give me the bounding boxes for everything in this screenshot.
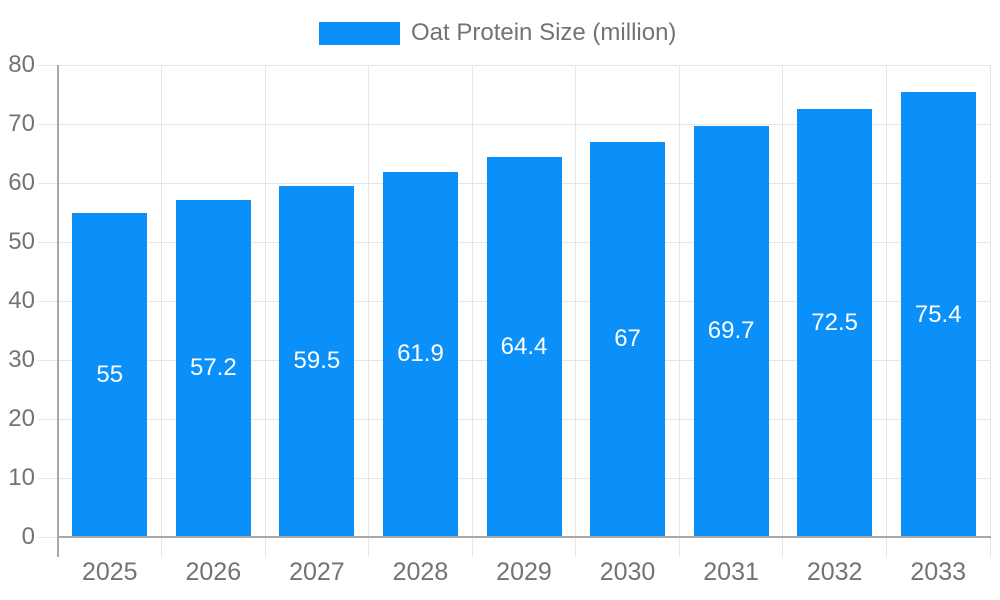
bar-value-label: 75.4 (914, 300, 962, 328)
legend-swatch-icon (319, 21, 400, 45)
y-tick-label: 10 (8, 464, 35, 491)
y-tick-label: 30 (8, 346, 35, 373)
x-axis-line (57, 536, 991, 538)
bar-2027[interactable] (279, 185, 355, 537)
x-tick-label: 2031 (703, 558, 759, 586)
y-axis-tick (38, 536, 58, 538)
x-axis-tick (471, 537, 473, 557)
legend[interactable]: Oat Protein Size (million) (319, 20, 676, 46)
horizontal-gridline (58, 64, 990, 66)
x-axis-tick (368, 537, 370, 557)
vertical-gridline (782, 65, 784, 537)
bar-2028[interactable] (382, 171, 458, 537)
x-axis-tick (161, 537, 163, 557)
bar-value-label: 64.4 (500, 333, 548, 361)
vertical-gridline (989, 65, 991, 537)
y-axis-tick (38, 477, 58, 479)
vertical-gridline (264, 65, 266, 537)
bar-value-label: 55 (96, 360, 124, 388)
x-tick-label: 2028 (392, 558, 449, 586)
bar-value-label: 61.9 (397, 340, 444, 368)
y-axis-tick (38, 300, 58, 302)
bar-2031[interactable] (693, 125, 769, 537)
legend-label: Oat Protein Size (million) (411, 19, 677, 46)
vertical-gridline (678, 65, 680, 537)
x-tick-label: 2029 (496, 558, 552, 586)
y-tick-label: 50 (8, 228, 35, 255)
x-axis-tick (782, 537, 784, 557)
x-axis-tick (264, 537, 266, 557)
y-axis-tick (38, 359, 58, 361)
vertical-gridline (161, 65, 163, 537)
y-axis-line (57, 65, 59, 557)
x-tick-label: 2026 (185, 558, 242, 586)
x-tick-label: 2027 (289, 558, 345, 586)
bar-2025[interactable] (72, 212, 148, 537)
vertical-gridline (368, 65, 370, 537)
y-axis-tick (38, 418, 58, 420)
bar-2032[interactable] (797, 109, 873, 537)
x-tick-label: 2025 (81, 558, 138, 586)
y-tick-label: 60 (8, 169, 35, 196)
x-axis-tick (885, 537, 887, 557)
x-axis-tick (575, 537, 577, 557)
bar-2033[interactable] (900, 92, 976, 537)
y-tick-label: 80 (8, 51, 35, 78)
bar-2026[interactable] (175, 199, 251, 537)
x-axis-tick (989, 537, 991, 557)
vertical-gridline (471, 65, 473, 537)
horizontal-gridline (58, 123, 990, 125)
x-tick-label: 2033 (910, 558, 967, 586)
y-tick-label: 40 (8, 287, 35, 314)
y-axis-tick (38, 123, 58, 125)
vertical-gridline (885, 65, 887, 537)
bar-value-label: 72.5 (811, 309, 859, 337)
y-axis-tick (38, 241, 58, 243)
bar-value-label: 57.2 (189, 354, 237, 382)
y-axis-tick (38, 64, 58, 66)
y-axis-tick (38, 182, 58, 184)
vertical-gridline (575, 65, 577, 537)
y-tick-label: 20 (8, 405, 35, 432)
bar-2029[interactable] (486, 157, 562, 537)
bar-value-label: 69.7 (707, 317, 755, 345)
bar-value-label: 67 (614, 325, 641, 353)
x-axis-tick (678, 537, 680, 557)
bar-2030[interactable] (590, 141, 666, 537)
bar-value-label: 59.5 (293, 347, 341, 375)
y-tick-label: 0 (21, 523, 35, 550)
x-tick-label: 2030 (599, 558, 656, 586)
x-tick-label: 2032 (806, 558, 863, 586)
y-tick-label: 70 (8, 110, 35, 137)
